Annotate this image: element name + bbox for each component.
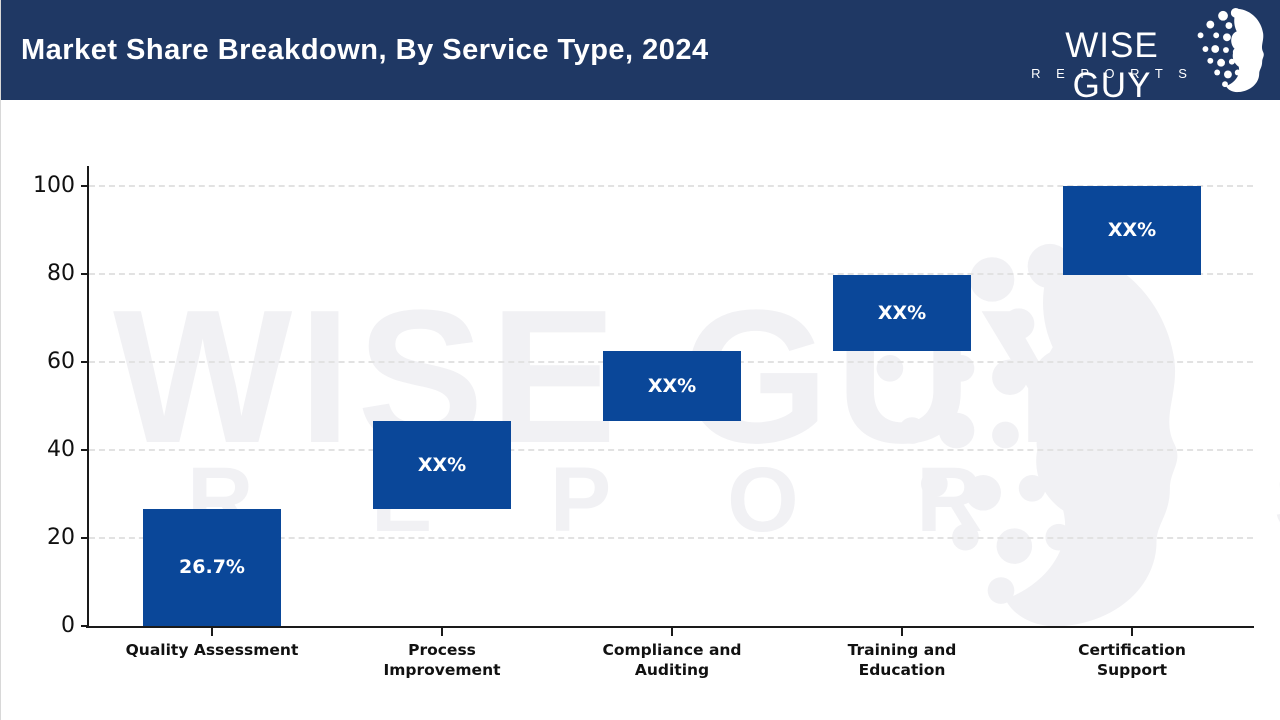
bar-certification-support: XX%: [1063, 186, 1201, 275]
x-axis: [86, 626, 1254, 628]
category-label-compliance-and-auditing: Compliance and Auditing: [602, 641, 742, 680]
wise-guy-reports-logo: WISE GUY R E P O R T S: [1023, 0, 1264, 105]
bar-process-improvement: XX%: [373, 420, 511, 509]
x-tick-training-and-education: [901, 628, 903, 636]
x-tick-compliance-and-auditing: [671, 628, 673, 636]
y-tick-label-0: 0: [61, 613, 75, 638]
bar-value-label: XX%: [647, 374, 697, 397]
y-tick-40: [81, 449, 88, 451]
gridline-80: [89, 273, 1253, 275]
bar-value-label: XX%: [877, 301, 927, 324]
category-label-certification-support: Certification Support: [1078, 641, 1186, 680]
gridline-40: [89, 449, 1253, 451]
logo-wordmark: WISE GUY: [1065, 26, 1159, 105]
bar-value-label: XX%: [417, 453, 467, 476]
y-tick-80: [81, 273, 88, 275]
gridline-100: [89, 185, 1253, 187]
category-label-quality-assessment: Quality Assessment: [125, 641, 299, 659]
bar-value-label: XX%: [1107, 219, 1157, 242]
y-tick-label-80: 80: [47, 261, 75, 286]
bar-quality-assessment: 26.7%: [143, 508, 281, 626]
header-bar: Market Share Breakdown, By Service Type,…: [1, 0, 1280, 105]
bar-compliance-and-auditing: XX%: [603, 351, 741, 421]
category-label-training-and-education: Training and Education: [847, 641, 957, 680]
x-tick-quality-assessment: [211, 628, 213, 636]
y-tick-0: [81, 625, 88, 627]
bar-value-label: 26.7%: [179, 556, 245, 579]
gridline-20: [89, 537, 1253, 539]
logo-subtext: R E P O R T S: [1031, 66, 1193, 81]
head-profile-icon: [1197, 7, 1264, 93]
y-tick-label-20: 20: [47, 525, 75, 550]
page-title: Market Share Breakdown, By Service Type,…: [21, 33, 709, 66]
y-tick-label-60: 60: [47, 349, 75, 374]
y-axis: [87, 166, 89, 628]
y-tick-100: [81, 185, 88, 187]
x-tick-certification-support: [1131, 628, 1133, 636]
y-tick-label-40: 40: [47, 437, 75, 462]
bar-training-and-education: XX%: [833, 274, 971, 351]
x-tick-process-improvement: [441, 628, 443, 636]
y-tick-60: [81, 361, 88, 363]
y-tick-20: [81, 537, 88, 539]
category-label-process-improvement: Process Improvement: [383, 641, 501, 680]
chart-area: WISE GUY R E P O R T S 02040608010026.7%…: [1, 100, 1280, 720]
y-tick-label-100: 100: [33, 173, 75, 198]
